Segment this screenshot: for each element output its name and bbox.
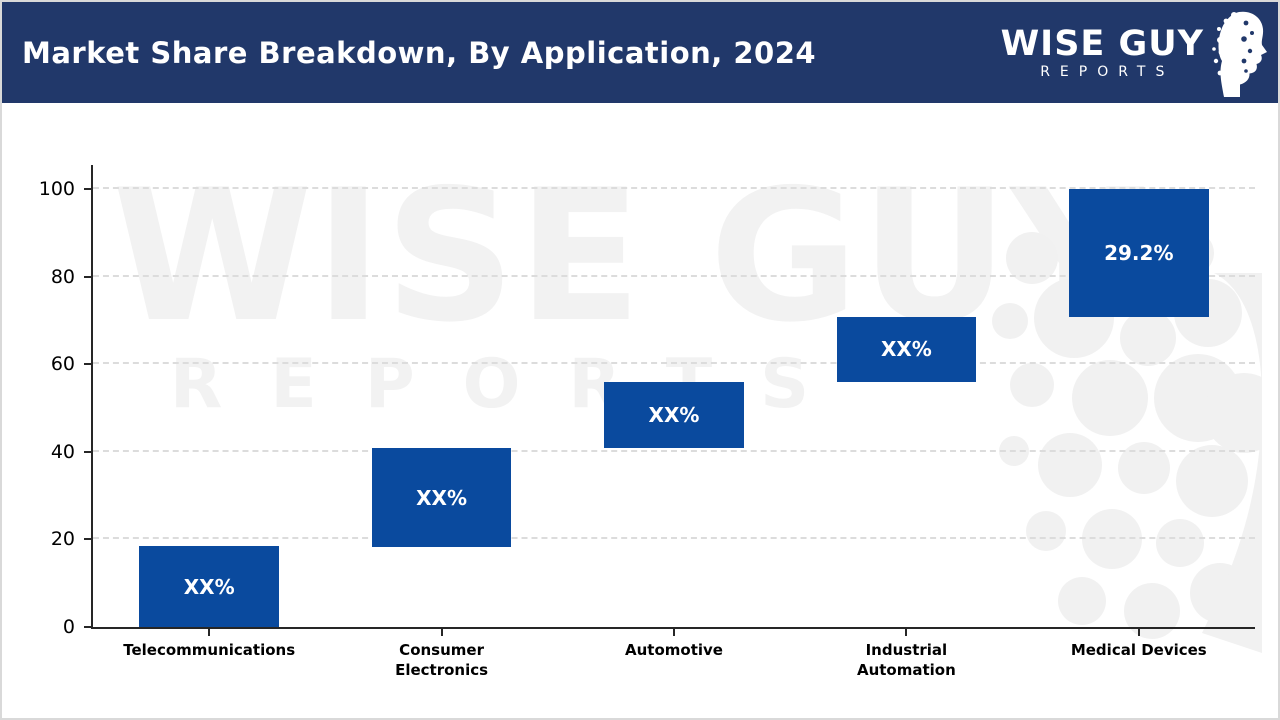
gridline [93,362,1255,365]
header: Market Share Breakdown, By Application, … [2,2,1278,103]
y-tick-label: 20 [50,528,75,551]
plot-area: 0 20 40 60 80 100 XX% XX% XX% XX% 29.2% Telecommuni… [39,165,1255,679]
category-label: Telecommunications [123,641,296,659]
gridline [93,537,1255,540]
y-tick-label: 100 [38,178,75,201]
category-label: Industrial Automation [856,641,956,680]
x-axis-tick [208,629,211,636]
category-label: Automotive [625,641,723,659]
bar-value-label: XX% [880,337,932,362]
gridline [93,274,1255,277]
category-label: Medical Devices [1070,641,1207,659]
y-axis-tick [84,450,91,453]
logo-text: WISE GUY REPORTS [1000,23,1204,80]
logo-subtitle: REPORTS [1040,63,1175,80]
bar-value-label: XX% [416,485,468,510]
y-axis-tick [84,275,91,278]
gridline [93,449,1255,452]
wise-guy-reports-logo: WISE GUY REPORTS [1001,9,1268,97]
y-tick-label: 0 [62,616,75,638]
category-label: Consumer Electronics [395,641,489,680]
bar-segment: 29.2% [1069,189,1209,317]
x-axis-tick [440,629,443,636]
x-axis-tick [1137,629,1140,636]
bar-value-label: XX% [183,574,235,599]
y-tick-label: 60 [50,353,75,376]
y-axis-tick [84,188,91,191]
watermark-wordmark: WISE GUY [112,150,1145,362]
bar-segment: XX% [604,381,744,449]
bar-segment: XX% [836,316,977,382]
page-title: Market Share Breakdown, By Application, … [22,35,817,70]
x-axis-tick [905,629,908,636]
x-axis-tick [673,629,675,636]
y-tick-label: 40 [50,440,75,463]
chart-region: WISE GUY REPORTS 0 20 40 60 80 100 XX% XX% XX% XX… [2,103,1278,718]
bar-segment: XX% [371,448,512,548]
logo-face-icon [1212,11,1267,97]
bar-segment: XX% [139,546,279,627]
y-axis-tick [84,538,91,541]
y-axis-tick [84,363,91,366]
bar-value-label: XX% [648,403,700,428]
y-axis-tick [84,626,91,628]
gridline [93,187,1255,190]
y-tick-label: 80 [50,265,75,288]
bar-value-label: 29.2% [1104,241,1174,266]
logo-wordmark: WISE GUY [1000,23,1204,64]
